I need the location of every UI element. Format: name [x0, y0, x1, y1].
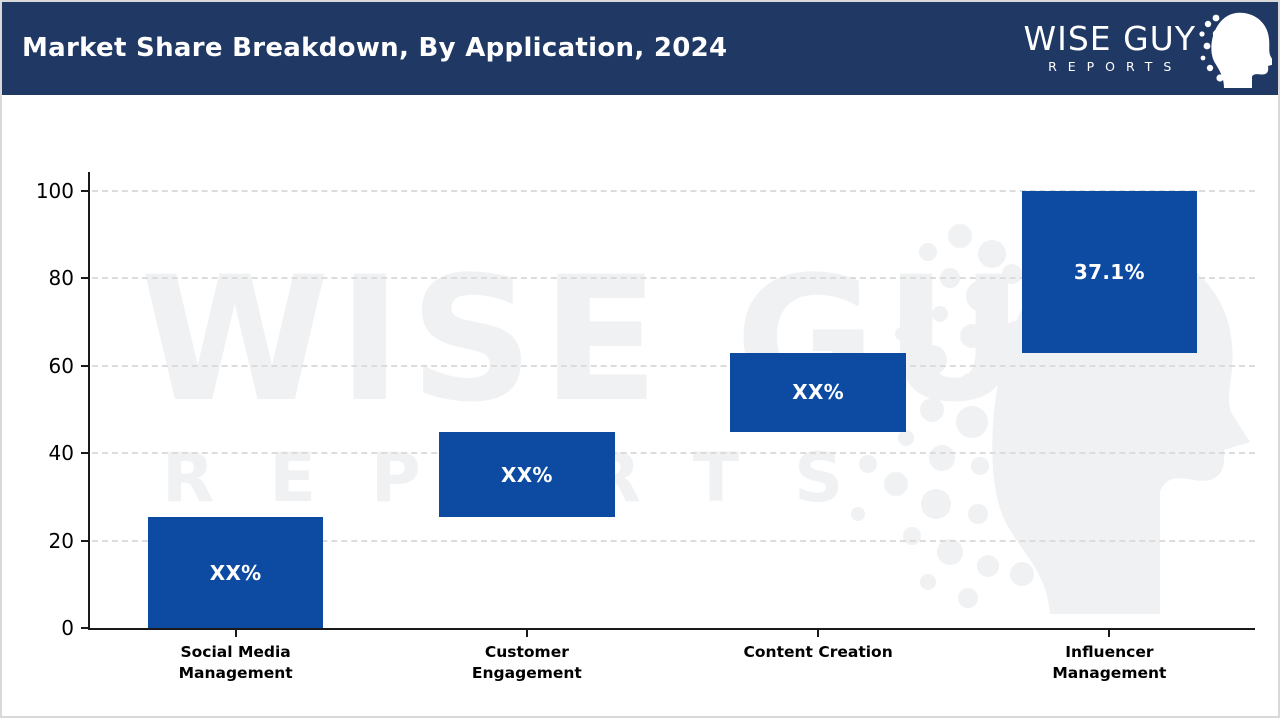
x-category-label-line: Engagement [471, 664, 582, 683]
y-tickmark [81, 452, 88, 455]
y-tickmark [81, 539, 88, 542]
chart-title: Market Share Breakdown, By Application, … [22, 32, 728, 63]
bar-value-label: 37.1% [1073, 260, 1145, 285]
x-category-label: Influencer Management [949, 642, 1269, 685]
gridline-40 [92, 452, 1255, 455]
y-tick-label: 0 [61, 616, 74, 640]
bar-content creation: XX% [730, 353, 906, 432]
bar-value-label: XX% [792, 380, 844, 405]
x-category-label: Social Media Management [76, 642, 396, 685]
x-category-label: Customer Engagement [367, 642, 687, 685]
x-tickmark [1108, 630, 1111, 637]
x-tickmark [234, 630, 237, 637]
y-tick-label: 60 [48, 353, 74, 378]
y-tick-label: 20 [48, 528, 74, 553]
x-tickmark [817, 630, 820, 637]
bar-customer-engagement: XX% [439, 431, 615, 518]
gridline-20 [92, 539, 1255, 542]
gridline-80 [92, 277, 1255, 280]
bar-influencer-management: 37.1% [1021, 191, 1198, 354]
y-tickmark [81, 277, 88, 280]
gridline-60 [92, 364, 1255, 367]
bar-social media-management: XX% [147, 517, 324, 628]
y-tick-label: 80 [48, 266, 74, 291]
y-tick-label: 40 [48, 441, 74, 466]
x-category-label-line: Management [1052, 664, 1167, 683]
x-axis [88, 628, 1255, 630]
bar-value-label: XX% [209, 560, 262, 585]
x-category-label-line: Management [178, 664, 293, 683]
x-tickmark [525, 630, 528, 637]
wise-guy-logo: WISE GUY REPORTS [1023, 6, 1272, 90]
report-header: Market Share Breakdown, By Application, … [2, 2, 1278, 95]
x-category-label-line: Social Media [180, 643, 291, 661]
y-axis [88, 172, 90, 630]
x-category-label-line: Content Creation [743, 643, 893, 661]
x-category-label: Content Creation [658, 642, 978, 663]
y-tickmark [81, 364, 88, 367]
wise-guy-logo-text: WISE GUY REPORTS [1023, 18, 1196, 75]
bar-value-label: XX% [500, 462, 553, 487]
y-tickmark [81, 190, 88, 192]
y-tick-label: 100 [35, 179, 74, 203]
logo-subtitle: REPORTS [1048, 59, 1183, 75]
logo-wordmark: WISE GUY [1023, 18, 1196, 58]
wise-guy-face-icon [1199, 12, 1272, 88]
x-category-label-line: Customer [484, 643, 569, 661]
x-category-label-line: Influencer [1065, 643, 1154, 661]
gridline-100 [92, 190, 1255, 192]
y-tickmark [81, 627, 88, 629]
